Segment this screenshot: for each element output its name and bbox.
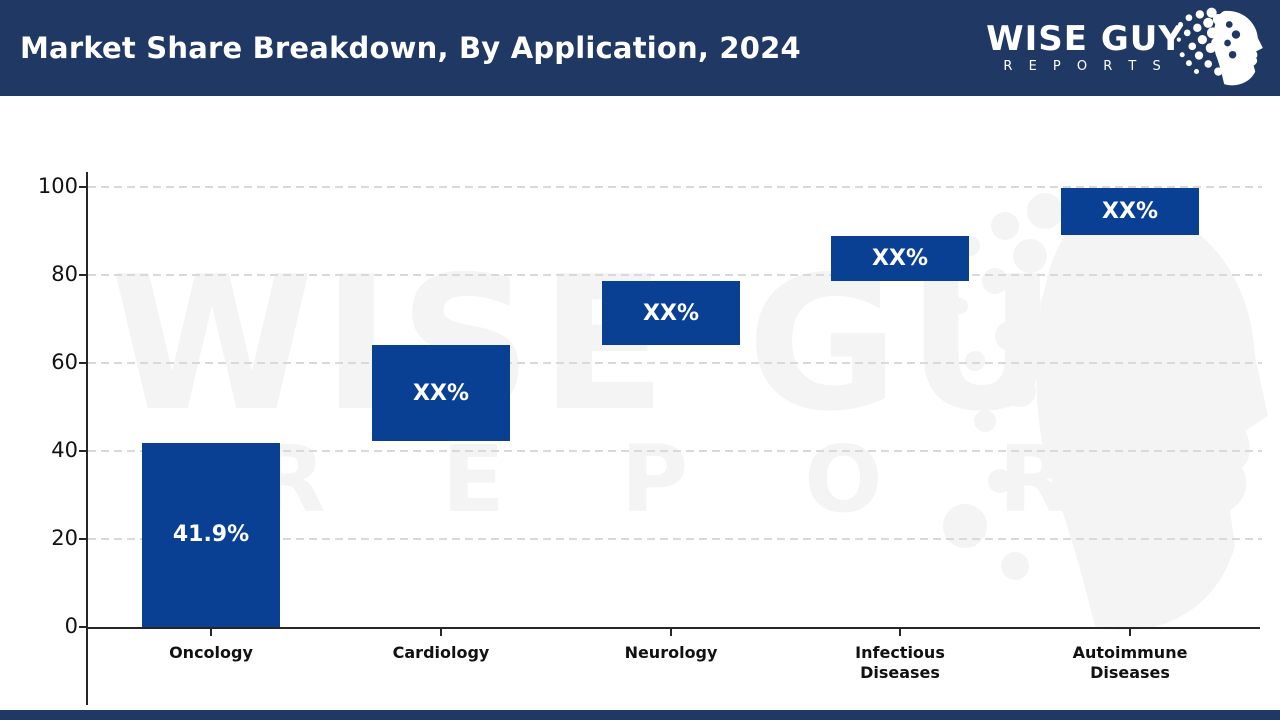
y-tick-label-80: 80	[51, 262, 78, 286]
bar-label-neurology: XX%	[643, 300, 699, 326]
gridline-20	[88, 538, 1262, 540]
x-tick-label-autoimmune-diseases: Autoimmune Diseases	[1020, 643, 1240, 683]
x-tick-label-cardiology: Cardiology	[331, 643, 551, 663]
bar-cardiology: XX%	[372, 345, 510, 441]
x-tick-label-line: Diseases	[860, 663, 940, 682]
x-tick-oncology	[210, 629, 212, 636]
logo-reports-text: R E P O R T S	[1003, 59, 1167, 75]
y-tick-40	[79, 450, 87, 452]
gridline-40	[88, 450, 1262, 452]
x-tick-label-line: Autoimmune	[1072, 643, 1188, 662]
bar-oncology: 41.9%	[142, 442, 280, 627]
x-tick-infectious-diseases	[899, 629, 901, 636]
gridline-60	[88, 362, 1262, 364]
y-axis-line	[86, 172, 88, 705]
bar-infectious-diseases: XX%	[831, 235, 969, 281]
x-tick-label-infectious-diseases: Infectious Diseases	[790, 643, 1010, 683]
x-tick-label-line: Diseases	[1090, 663, 1170, 682]
bar-label-cardiology: XX%	[413, 380, 469, 406]
y-tick-label-20: 20	[51, 526, 78, 550]
x-axis-line	[86, 627, 1260, 629]
y-tick-60	[79, 362, 87, 364]
y-tick-label-40: 40	[51, 438, 78, 462]
x-tick-cardiology	[440, 629, 442, 636]
y-tick-0	[79, 626, 87, 628]
logo-wordmark: WISE GUY R E P O R T S	[986, 18, 1184, 75]
x-tick-label-neurology: Neurology	[561, 643, 781, 663]
bar-autoimmune-diseases: XX%	[1061, 187, 1199, 235]
header-bar: Market Share Breakdown, By Application, …	[0, 0, 1280, 96]
x-tick-neurology	[670, 629, 672, 636]
bar-neurology: XX%	[602, 281, 740, 345]
gridline-80	[88, 274, 1262, 276]
y-tick-label-60: 60	[51, 350, 78, 374]
y-tick-label-100: 100	[37, 174, 78, 198]
bar-label-autoimmune-diseases: XX%	[1102, 198, 1158, 224]
x-tick-label-line: Infectious	[855, 643, 945, 662]
gridline-100	[88, 186, 1262, 188]
logo-head-icon	[1176, 7, 1263, 86]
y-tick-20	[79, 538, 87, 540]
y-tick-80	[79, 274, 87, 276]
x-tick-label-line: Neurology	[624, 643, 718, 662]
watermark-head-icon	[943, 193, 1268, 631]
logo-wordmark-text: WISE GUY	[986, 18, 1184, 59]
y-tick-label-0: 0	[64, 614, 78, 638]
bar-label-oncology: 41.9%	[172, 522, 250, 548]
x-tick-label-oncology: Oncology	[101, 643, 321, 663]
chart-title: Market Share Breakdown, By Application, …	[20, 31, 801, 65]
bar-label-infectious-diseases: XX%	[872, 245, 928, 271]
x-tick-autoimmune-diseases	[1129, 629, 1131, 636]
wiseguy-logo: WISE GUY R E P O R T S	[986, 6, 1270, 90]
x-tick-label-line: Cardiology	[392, 643, 490, 662]
y-tick-100	[79, 186, 87, 188]
x-tick-label-line: Oncology	[169, 643, 253, 662]
footer-bar	[0, 710, 1280, 720]
